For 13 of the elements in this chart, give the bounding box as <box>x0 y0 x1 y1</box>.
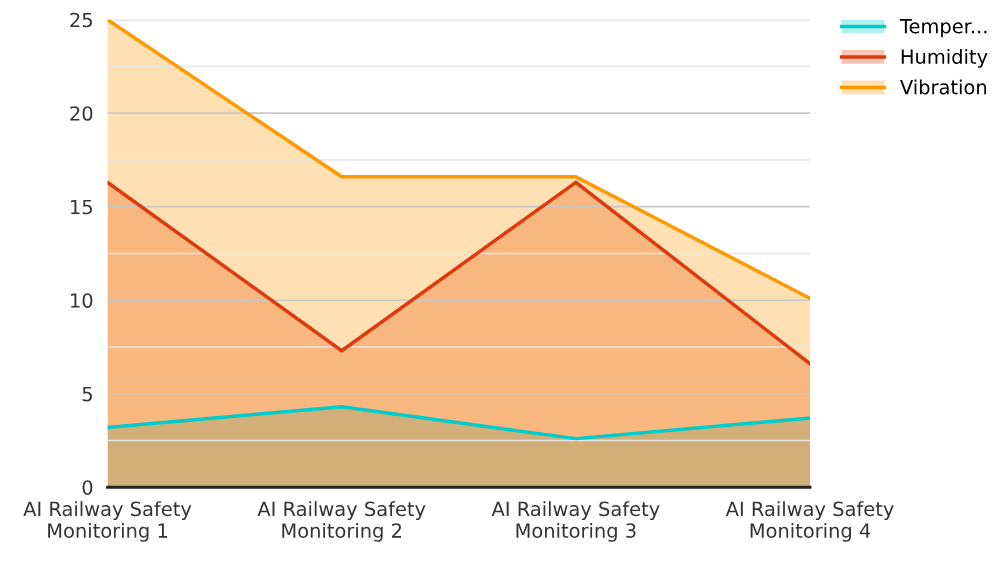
x-tick-label: AI Railway Safety Monitoring 2 <box>257 501 426 542</box>
y-tick-label: 15 <box>71 199 92 215</box>
y-tick-label: 0 <box>82 480 93 495</box>
y-tick-label: 5 <box>82 386 92 402</box>
legend-label: Temper... <box>899 19 987 38</box>
x-tick-label: AI Railway Safety Monitoring 3 <box>491 501 660 542</box>
y-tick-label: 25 <box>70 12 92 28</box>
legend-label: Vibration <box>900 79 987 95</box>
x-tick-label: AI Railway Safety Monitoring 4 <box>725 501 894 542</box>
x-tick-label: AI Railway Safety Monitoring 1 <box>23 501 192 542</box>
y-tick-label: 10 <box>71 293 93 308</box>
y-tick-label: 20 <box>70 106 93 121</box>
legend-label: Humidity <box>901 48 988 68</box>
